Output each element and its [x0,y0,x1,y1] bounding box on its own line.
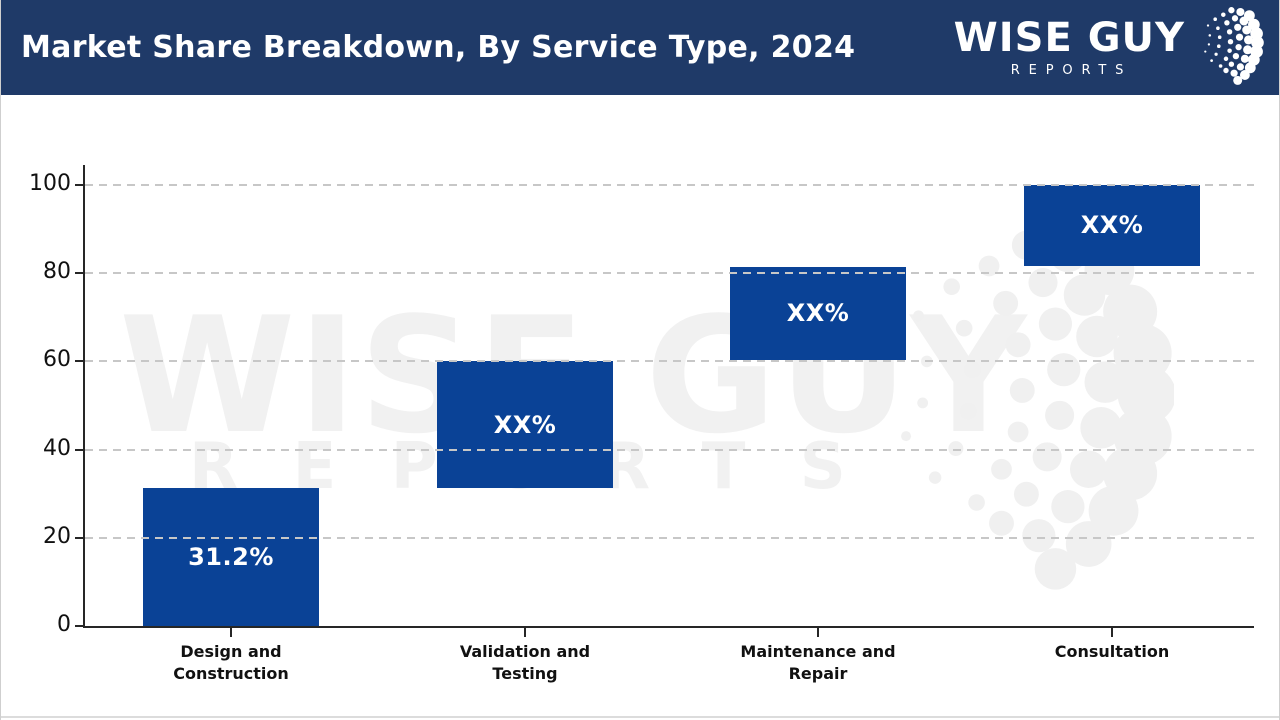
footer-divider [1,716,1279,718]
bar-value-label: XX% [493,410,557,439]
bar-segment: 31.2% [143,488,319,626]
y-tick-label: 80 [43,259,71,285]
logo-wordmark: WISE GUY [953,14,1185,61]
bar-segment: XX% [437,361,613,489]
bar-segment: XX% [1024,185,1200,266]
y-tick-label: 100 [29,171,71,196]
y-tick [75,272,83,275]
y-tick-label: 0 [57,612,71,637]
gridline [85,536,1254,539]
logo-text: WISE GUY REPORTS [954,18,1185,78]
header-bar: Market Share Breakdown, By Service Type,… [1,0,1279,95]
bar-segment: XX% [730,266,906,361]
gridline [85,272,1254,275]
x-category-label: Design and Construction [173,642,289,683]
wise-guy-reports-logo: WISE GUY REPORTS [954,3,1265,93]
y-tick-label: 40 [43,435,71,461]
x-category-label: Maintenance and Repair [740,642,896,683]
gridline [85,448,1254,451]
y-tick [75,360,83,363]
y-axis-spine [83,165,85,628]
x-axis-spine [83,626,1254,628]
y-tick-label: 20 [43,523,71,549]
y-tick [75,536,83,539]
x-tick [817,628,819,637]
x-tick [524,628,526,637]
x-tick [230,628,232,637]
y-tick [75,448,83,451]
y-tick-label: 60 [43,347,71,373]
gridline [85,184,1254,186]
bar-value-label: XX% [786,299,850,328]
bar-value-label: 31.2% [188,543,274,572]
gridline [85,360,1254,363]
page-title: Market Share Breakdown, By Service Type,… [21,30,856,65]
x-category-label: Validation and Testing [459,642,591,683]
x-tick [1111,628,1113,637]
bar-value-label: XX% [1080,211,1144,240]
logo-subtitle: REPORTS [1010,62,1133,78]
y-tick [75,625,83,627]
x-category-label: Consultation [1054,642,1170,661]
y-tick [75,184,83,186]
logo-face-icon [1204,6,1264,85]
